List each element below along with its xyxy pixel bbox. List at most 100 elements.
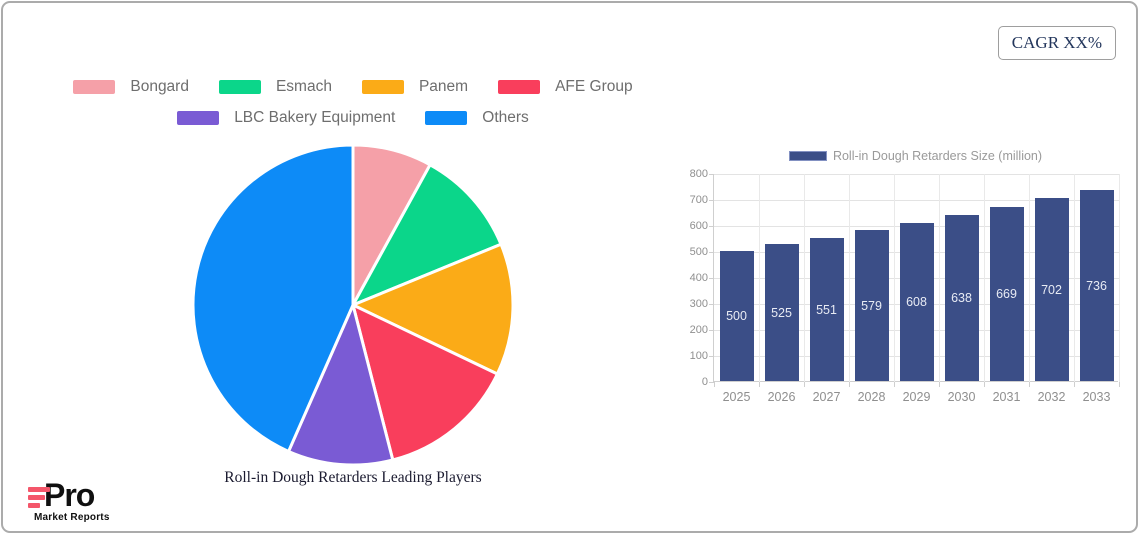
bar-value-label: 638 [951, 291, 972, 305]
bar-value-label: 551 [816, 302, 837, 317]
x-tick-label: 2031 [992, 390, 1021, 404]
pie-slice-others [191, 143, 355, 453]
gridline [758, 174, 760, 382]
legend-item-bongard: Bongard [73, 78, 189, 96]
legend-item-others: Others [425, 109, 529, 127]
bar-legend-swatch [788, 151, 827, 161]
y-tick-label: 100 [689, 349, 708, 362]
bar-2033: 736 [1079, 190, 1114, 381]
legend-row: Bongard Esmach Panem AFE Group [63, 78, 643, 96]
x-tick [1028, 382, 1030, 387]
legend-label: Esmach [275, 78, 332, 95]
x-tick [1073, 382, 1075, 387]
x-tick [1118, 382, 1120, 387]
pie-caption: Roll-in Dough Retarders Leading Players [224, 469, 482, 486]
bar-2031: 669 [989, 207, 1024, 381]
bar-value-label: 702 [1041, 282, 1062, 297]
legend-swatch [425, 111, 468, 125]
pie-slice-afe-group [351, 303, 499, 462]
legend-item-panem: Panem [361, 78, 469, 96]
gridline [983, 174, 985, 382]
x-tick-label: 2028 [857, 390, 886, 404]
gridline [938, 174, 940, 382]
bar-legend: Roll-in Dough Retarders Size (million) [713, 149, 1118, 163]
bar-value-label: 525 [771, 305, 792, 320]
x-tick-label: 2033 [1082, 390, 1111, 404]
bar-2032: 702 [1034, 198, 1069, 381]
pie-legend: Bongard Esmach Panem AFE Group LBC Bakery Eq… [63, 78, 643, 127]
legend-swatch [177, 111, 220, 125]
y-tick-label: 600 [689, 219, 708, 232]
legend-label: Panem [418, 78, 469, 95]
legend-item-esmach: Esmach [218, 78, 332, 96]
legend-row: LBC Bakery Equipment Others [63, 109, 643, 127]
y-tick [709, 173, 714, 175]
y-tick [709, 355, 714, 357]
logo-subtitle: Market Reports [34, 512, 110, 523]
bar-2027: 551 [809, 238, 844, 381]
legend-label: AFE Group [555, 78, 633, 95]
x-tick [758, 382, 760, 387]
y-tick-label: 400 [689, 271, 708, 284]
bar-value-label: 669 [996, 287, 1017, 301]
pie-slice-esmach [351, 163, 503, 307]
y-tick [709, 225, 714, 227]
gridline [1073, 174, 1075, 382]
y-tick [709, 303, 714, 305]
legend-label: Bongard [130, 78, 189, 95]
gridline [848, 174, 850, 382]
y-tick-label: 800 [689, 167, 708, 180]
y-tick-label: 0 [701, 375, 708, 388]
pie-slice-panem [351, 242, 515, 376]
pie-slice-lbc-bakery-equipment [287, 303, 395, 467]
y-tick-label: 300 [689, 297, 708, 310]
x-tick-label: 2027 [812, 390, 841, 404]
bar-legend-label: Roll-in Dough Retarders Size (million) [832, 149, 1043, 163]
x-tick [803, 382, 805, 387]
legend-swatch [498, 80, 541, 94]
gridline [714, 199, 1119, 201]
logo: Pro Market Reports [28, 479, 118, 523]
bar-value-label: 608 [906, 295, 927, 309]
legend-swatch [361, 80, 404, 94]
gridline [803, 174, 805, 382]
legend-item-afe-group: AFE Group [498, 78, 633, 96]
logo-bars-icon [28, 487, 50, 508]
x-tick [983, 382, 985, 387]
y-tick-label: 500 [689, 245, 708, 258]
legend-item-lbc-bakery-equipment: LBC Bakery Equipment [177, 109, 395, 127]
y-tick [709, 329, 714, 331]
x-tick-label: 2030 [947, 390, 976, 404]
x-tick [893, 382, 895, 387]
gridline [1118, 174, 1120, 382]
gridline [1028, 174, 1030, 382]
x-tick-label: 2026 [767, 390, 796, 404]
x-tick [938, 382, 940, 387]
bar-2028: 579 [854, 230, 889, 381]
logo-title: Pro [44, 477, 95, 513]
legend-label: LBC Bakery Equipment [234, 109, 396, 126]
x-tick [848, 382, 850, 387]
y-tick-label: 200 [689, 323, 708, 336]
y-tick [709, 277, 714, 279]
pie-chart [191, 143, 515, 467]
bar-value-label: 736 [1086, 278, 1107, 293]
bar-value-label: 579 [861, 298, 882, 313]
bar-2029: 608 [899, 223, 934, 381]
y-tick [709, 199, 714, 201]
bar-2026: 525 [764, 244, 799, 381]
x-tick-label: 2032 [1037, 390, 1066, 404]
gridline [714, 173, 1119, 175]
y-tick [709, 251, 714, 253]
legend-label: Others [482, 109, 529, 126]
x-tick-label: 2029 [902, 390, 931, 404]
bar-2025: 500 [719, 251, 754, 381]
x-tick [713, 382, 715, 387]
x-tick-label: 2025 [722, 390, 751, 404]
bar-chart: 0 100 200 300 400 500 600 700 800 2025 500 2026 525 2… [690, 168, 1120, 404]
legend-swatch [73, 80, 116, 94]
y-tick-label: 700 [689, 193, 708, 206]
legend-swatch [218, 80, 261, 94]
cagr-badge: CAGR XX% [997, 26, 1116, 60]
